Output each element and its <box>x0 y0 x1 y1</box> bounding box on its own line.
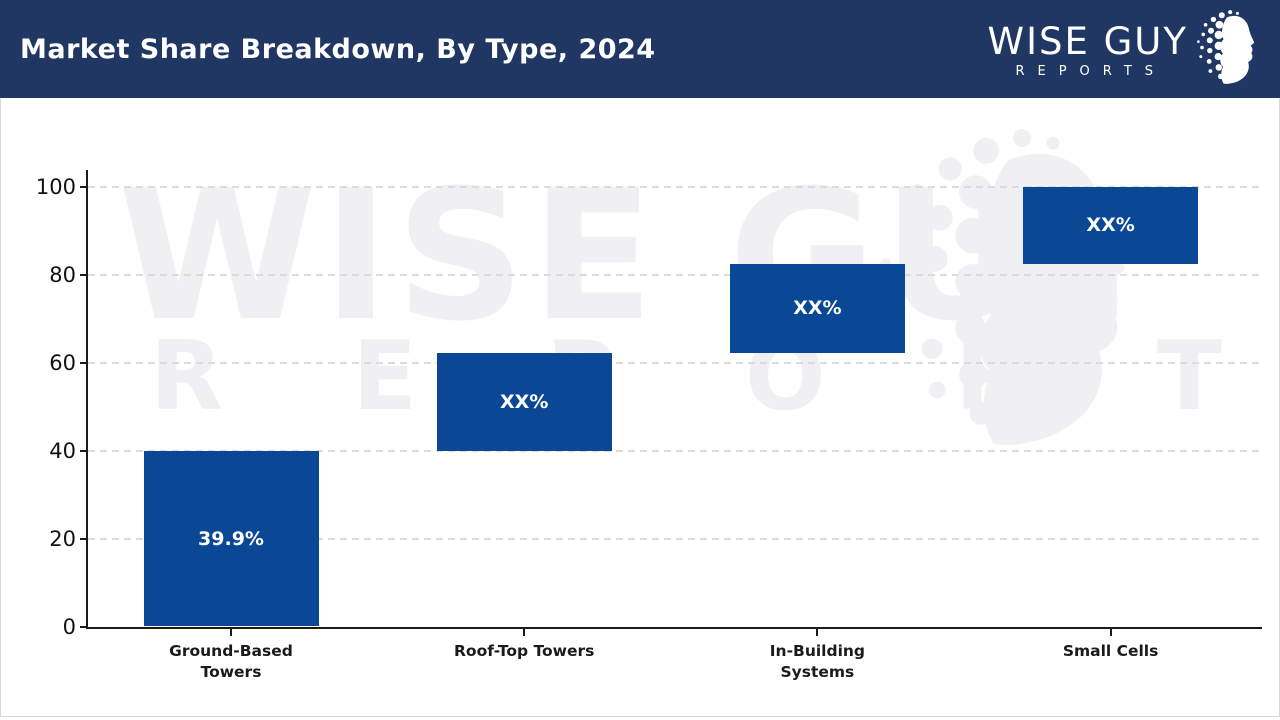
y-tick-label-80: 80 <box>49 262 76 287</box>
x-axis-line <box>86 626 1262 629</box>
y-tick-80 <box>80 273 88 276</box>
y-tick-40 <box>80 449 88 452</box>
gridline-60 <box>88 361 1262 364</box>
category-label-4: Small Cells <box>1062 641 1159 660</box>
x-tick-1 <box>230 627 232 636</box>
page-title: Market Share Breakdown, By Type, 2024 <box>20 33 656 65</box>
y-tick-60 <box>80 361 88 364</box>
y-tick-label-0: 0 <box>62 614 76 639</box>
category-label-2: Roof-Top Towers <box>453 641 595 660</box>
wise-guy-logo: WISE GUY REPORTS <box>988 8 1266 92</box>
bar-3: XX% <box>729 263 905 353</box>
y-tick-label-100: 100 <box>35 175 76 199</box>
y-tick-0 <box>80 625 88 628</box>
bar-4: XX% <box>1023 187 1199 264</box>
gridline-20 <box>88 537 1262 540</box>
y-tick-label-20: 20 <box>49 526 76 551</box>
y-tick-label-40: 40 <box>49 438 76 463</box>
y-tick-label-60: 60 <box>49 350 76 375</box>
y-tick-20 <box>80 537 88 540</box>
y-tick-100 <box>80 186 88 188</box>
gridline-80 <box>88 273 1262 276</box>
logo-text: WISE GUY REPORTS <box>987 19 1188 79</box>
category-label-3: In-Building Systems <box>769 641 866 681</box>
bar-value-label-3: XX% <box>793 297 842 320</box>
x-tick-2 <box>523 627 526 636</box>
x-tick-3 <box>816 627 819 636</box>
x-tick-4 <box>1109 627 1112 636</box>
bar-2: XX% <box>436 352 612 452</box>
bar-1: 39.9% <box>143 451 319 627</box>
bar-value-label-4: XX% <box>1086 214 1135 237</box>
head-profile-icon <box>1197 10 1255 84</box>
y-axis-line <box>86 170 88 629</box>
bar-value-label-2: XX% <box>500 390 549 413</box>
category-label-1: Ground-Based Towers <box>169 641 293 681</box>
logo-wordmark: WISE GUY <box>987 19 1188 63</box>
header-band: Market Share Breakdown, By Type, 2024 WI… <box>0 0 1280 98</box>
logo-subtitle: REPORTS <box>1015 63 1167 79</box>
bar-value-label-1: 39.9% <box>198 527 264 550</box>
gridline-40 <box>88 449 1262 452</box>
gridline-100 <box>88 186 1262 188</box>
